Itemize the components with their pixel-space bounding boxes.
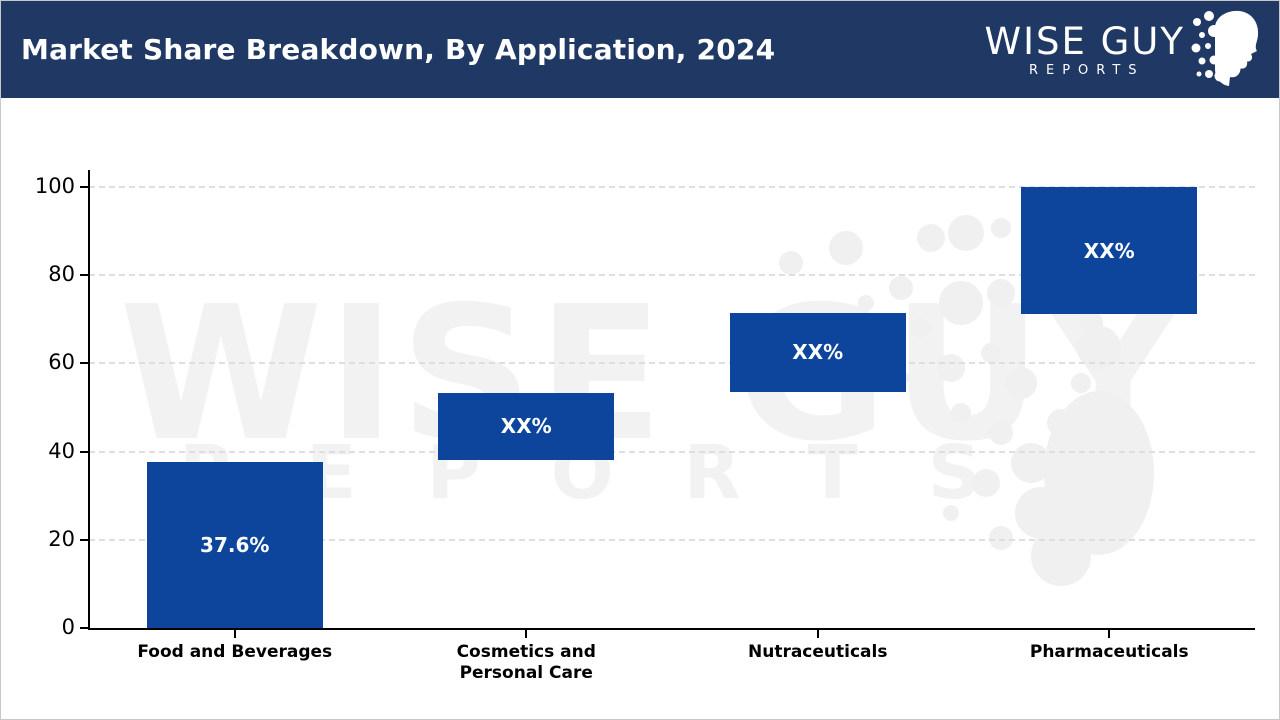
logo-face-icon [1187,8,1261,92]
y-axis-tick-label: 20 [48,526,75,551]
y-axis-tick-mark [80,627,89,629]
bar-value-label: 37.6% [200,533,270,558]
chart-area: WISE GUY REPORTS 0 [1,98,1279,719]
brand-logo: WISE GUY REPORTS [985,8,1261,92]
bar: XX% [1021,187,1198,315]
gridline [89,274,1255,277]
x-axis-tick-mark [233,630,236,638]
x-category-label: Cosmetics and Personal Care [456,642,596,684]
bar-value-label: XX% [1083,238,1135,263]
y-axis-tick-label: 100 [34,174,75,198]
y-axis-tick-label: 80 [48,262,75,287]
gridline [89,362,1255,365]
bar: 37.6% [146,462,323,628]
y-axis-tick-label: 40 [48,438,75,463]
bar-value-label: XX% [792,340,844,365]
report-header: Market Share Breakdown, By Application, … [1,1,1279,98]
brand-subtitle: REPORTS [1028,62,1145,78]
y-axis-tick-mark [80,186,89,188]
chart-title: Market Share Breakdown, By Application, … [21,33,776,66]
x-category-label: Nutraceuticals [748,642,888,662]
x-axis-line [88,628,1255,630]
x-axis-tick-mark [525,630,528,638]
gridline [89,186,1255,188]
y-axis-tick-mark [80,362,89,365]
gridline [89,538,1255,541]
y-axis-line [88,170,90,630]
x-axis-tick-mark [816,630,819,638]
y-axis-tick-mark [80,274,89,277]
brand-name: WISE GUY [984,19,1185,63]
x-category-label: Food and Beverages [137,642,333,662]
y-axis-tick-mark [80,538,89,541]
gridline [89,450,1255,453]
bar: XX% [438,392,615,460]
bar: XX% [729,313,906,392]
y-axis-tick-label: 60 [48,350,75,375]
bar-value-label: XX% [500,414,552,439]
x-axis-tick-mark [1108,630,1111,638]
brand-logo-text: WISE GUY REPORTS [985,23,1185,77]
y-axis-tick-mark [80,450,89,453]
y-axis-tick-label: 0 [61,615,75,639]
x-category-label: Pharmaceuticals [1029,642,1189,662]
